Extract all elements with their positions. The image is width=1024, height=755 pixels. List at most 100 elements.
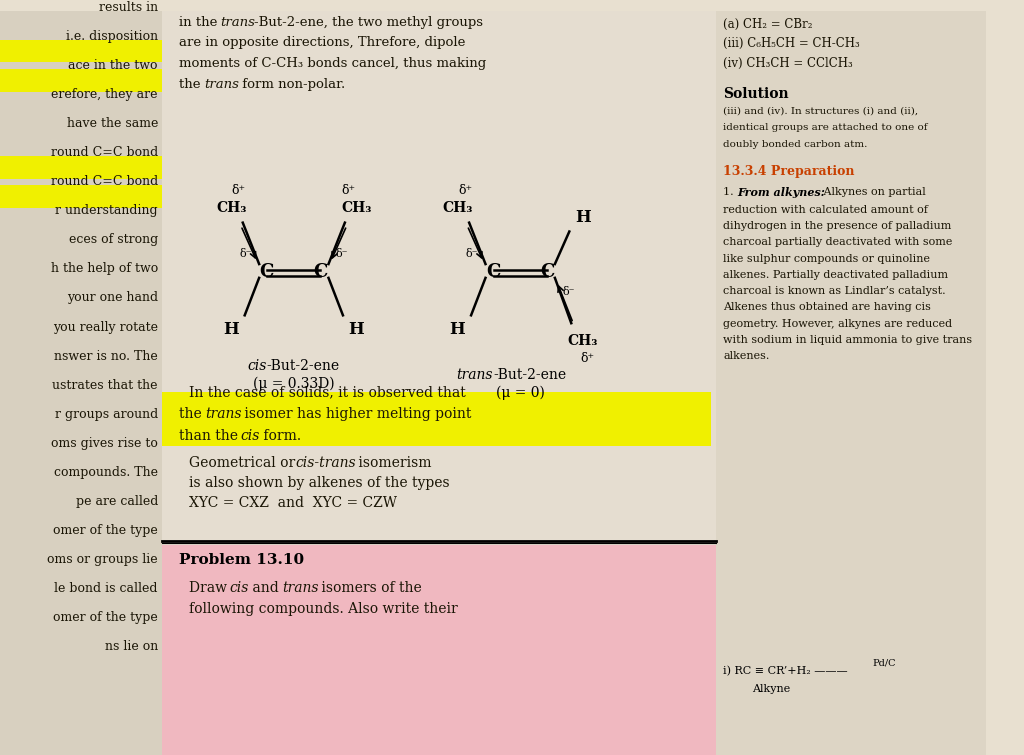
Bar <box>0 69 162 91</box>
Text: r understanding: r understanding <box>55 204 158 217</box>
Bar <box>162 11 716 755</box>
Text: δ⁻: δ⁻ <box>336 249 348 259</box>
Text: Alkynes on partial: Alkynes on partial <box>820 187 926 197</box>
Text: cis: cis <box>229 581 249 594</box>
Text: δ⁺: δ⁺ <box>231 183 246 196</box>
Text: (iii) C₆H₅CH = CH-CH₃: (iii) C₆H₅CH = CH-CH₃ <box>724 37 860 51</box>
Text: CH₃: CH₃ <box>216 201 247 215</box>
Text: are in opposite directions, Threfore, dipole: are in opposite directions, Threfore, di… <box>179 36 466 49</box>
Text: results in: results in <box>99 1 158 14</box>
Text: δ⁺: δ⁺ <box>342 183 355 196</box>
Text: cis-trans: cis-trans <box>295 456 356 470</box>
Text: oms gives rise to: oms gives rise to <box>51 437 158 450</box>
Text: moments of C-CH₃ bonds cancel, thus making: moments of C-CH₃ bonds cancel, thus maki… <box>179 57 486 70</box>
Text: C: C <box>313 263 328 281</box>
Text: isomer has higher melting point: isomer has higher melting point <box>241 407 472 421</box>
Text: 1.: 1. <box>724 187 737 197</box>
Text: H: H <box>450 321 466 337</box>
Text: -But-2-ene: -But-2-ene <box>267 359 340 373</box>
Bar <box>162 545 716 755</box>
Text: δ⁻: δ⁻ <box>562 287 574 297</box>
Text: δ⁺: δ⁺ <box>458 183 472 196</box>
Text: dihydrogen in the presence of palladium: dihydrogen in the presence of palladium <box>724 221 952 231</box>
Text: cis: cis <box>241 429 260 442</box>
Text: (μ = 0): (μ = 0) <box>496 386 545 400</box>
Text: H: H <box>348 321 365 337</box>
Text: with sodium in liquid ammonia to give trans: with sodium in liquid ammonia to give tr… <box>724 335 973 345</box>
Text: like sulphur compounds or quinoline: like sulphur compounds or quinoline <box>724 254 931 263</box>
Text: have the same: have the same <box>67 117 158 130</box>
Text: Solution: Solution <box>724 87 790 100</box>
Text: H: H <box>223 321 239 337</box>
Text: in the: in the <box>179 16 222 29</box>
Text: isomerism: isomerism <box>353 456 431 470</box>
Text: isomers of the: isomers of the <box>317 581 422 594</box>
Text: form non-polar.: form non-polar. <box>238 78 345 91</box>
Text: C: C <box>540 263 554 281</box>
Bar <box>716 11 986 755</box>
Bar <box>162 392 711 446</box>
Text: -But-2-ene: -But-2-ene <box>494 368 566 383</box>
Text: (a) CH₂ = CBr₂: (a) CH₂ = CBr₂ <box>724 17 813 31</box>
Text: alkenes.: alkenes. <box>724 351 770 362</box>
Text: reduction with calculated amount of: reduction with calculated amount of <box>724 205 929 215</box>
Text: doubly bonded carbon atm.: doubly bonded carbon atm. <box>724 140 867 149</box>
Text: CH₃: CH₃ <box>442 201 473 215</box>
Text: eces of strong: eces of strong <box>69 233 158 246</box>
Text: i) RC ≡ CR’+H₂ ———: i) RC ≡ CR’+H₂ ——— <box>724 666 848 676</box>
Text: the: the <box>179 78 205 91</box>
Text: round C=C bond: round C=C bond <box>51 146 158 159</box>
Text: From alkynes:: From alkynes: <box>737 187 824 198</box>
Text: 13.3.4 Preparation: 13.3.4 Preparation <box>724 165 855 178</box>
Text: Problem 13.10: Problem 13.10 <box>179 553 304 567</box>
Text: CH₃: CH₃ <box>341 201 372 215</box>
Text: you really rotate: you really rotate <box>53 321 158 334</box>
Text: C: C <box>260 263 274 281</box>
Text: your one hand: your one hand <box>67 291 158 304</box>
Text: following compounds. Also write their: following compounds. Also write their <box>188 602 458 616</box>
Text: Pd/C: Pd/C <box>872 658 896 667</box>
Text: h the help of two: h the help of two <box>51 263 158 276</box>
Text: is also shown by alkenes of the types: is also shown by alkenes of the types <box>188 476 450 490</box>
Bar <box>0 40 162 63</box>
Text: form.: form. <box>259 429 301 442</box>
Text: In the case of solids, it is observed that: In the case of solids, it is observed th… <box>188 385 466 399</box>
Text: charcoal is known as Lindlar’s catalyst.: charcoal is known as Lindlar’s catalyst. <box>724 286 946 296</box>
Text: (μ = 0.33D): (μ = 0.33D) <box>253 376 335 390</box>
Text: (iv) CH₃CH = CClCH₃: (iv) CH₃CH = CClCH₃ <box>724 57 853 70</box>
Text: δ⁺: δ⁺ <box>581 352 595 365</box>
Text: trans: trans <box>283 581 318 594</box>
Text: geometry. However, alkynes are reduced: geometry. However, alkynes are reduced <box>724 319 952 328</box>
Text: trans: trans <box>204 78 239 91</box>
Text: XYC = CXZ  and  XYC = CZW: XYC = CXZ and XYC = CZW <box>188 496 397 510</box>
Text: Draw: Draw <box>188 581 231 594</box>
Text: ace in the two: ace in the two <box>69 59 158 72</box>
Text: omer of the type: omer of the type <box>53 612 158 624</box>
Text: trans: trans <box>205 407 242 421</box>
Text: i.e. disposition: i.e. disposition <box>66 29 158 43</box>
Text: compounds. The: compounds. The <box>54 466 158 479</box>
Bar <box>0 11 162 755</box>
Text: trans: trans <box>220 16 255 29</box>
Text: Geometrical or: Geometrical or <box>188 456 299 470</box>
Text: than the: than the <box>179 429 243 442</box>
Text: alkenes. Partially deactivated palladium: alkenes. Partially deactivated palladium <box>724 270 948 280</box>
Text: -But-2-ene, the two methyl groups: -But-2-ene, the two methyl groups <box>254 16 483 29</box>
Text: identical groups are attached to one of: identical groups are attached to one of <box>724 123 928 132</box>
Text: δ⁻: δ⁻ <box>240 249 252 259</box>
Text: the: the <box>179 407 206 421</box>
Text: charcoal partially deactivated with some: charcoal partially deactivated with some <box>724 237 953 248</box>
Text: pe are called: pe are called <box>76 495 158 508</box>
Bar <box>0 156 162 179</box>
Text: CH₃: CH₃ <box>567 334 598 348</box>
Text: erefore, they are: erefore, they are <box>51 88 158 101</box>
Text: ustrates that the: ustrates that the <box>52 379 158 392</box>
Text: and: and <box>248 581 284 594</box>
Text: C: C <box>486 263 501 281</box>
Text: δ⁻: δ⁻ <box>466 249 478 259</box>
Text: ns lie on: ns lie on <box>104 640 158 654</box>
Text: cis: cis <box>248 359 267 373</box>
Text: H: H <box>574 209 591 226</box>
Text: nswer is no. The: nswer is no. The <box>54 350 158 362</box>
Text: Alkenes thus obtained are having cis: Alkenes thus obtained are having cis <box>724 303 932 313</box>
